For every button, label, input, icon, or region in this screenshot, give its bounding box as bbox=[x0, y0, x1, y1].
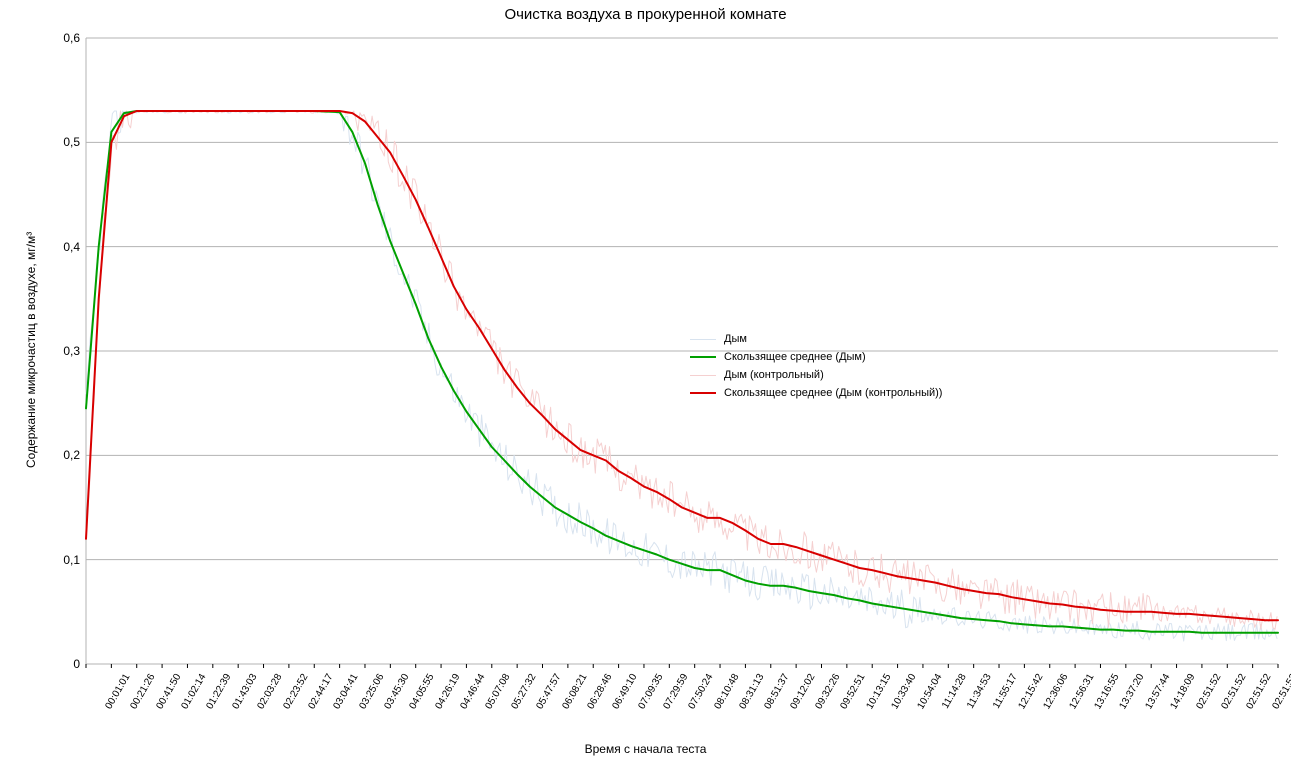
y-tick-label: 0,6 bbox=[50, 31, 80, 45]
y-tick-label: 0,3 bbox=[50, 344, 80, 358]
chart-title: Очистка воздуха в прокуренной комнате bbox=[0, 6, 1291, 23]
y-tick-label: 0,5 bbox=[50, 135, 80, 149]
legend-label: Скользящее среднее (Дым (контрольный)) bbox=[724, 387, 942, 399]
legend-item: Скользящее среднее (Дым (контрольный)) bbox=[690, 384, 942, 402]
legend-swatch bbox=[690, 392, 716, 394]
legend-label: Дым bbox=[724, 333, 747, 345]
legend-item: Дым bbox=[690, 330, 942, 348]
legend-swatch bbox=[690, 339, 716, 340]
plot-area bbox=[0, 0, 1291, 762]
y-tick-label: 0,1 bbox=[50, 553, 80, 567]
legend: Дым Скользящее среднее (Дым) Дым (контроль… bbox=[690, 330, 942, 402]
legend-item: Скользящее среднее (Дым) bbox=[690, 348, 942, 366]
y-tick-label: 0,4 bbox=[50, 240, 80, 254]
legend-label: Скользящее среднее (Дым) bbox=[724, 351, 866, 363]
legend-label: Дым (контрольный) bbox=[724, 369, 824, 381]
y-tick-label: 0 bbox=[50, 657, 80, 671]
x-axis-label: Время с начала теста bbox=[0, 742, 1291, 756]
legend-swatch bbox=[690, 375, 716, 376]
y-axis-label: Содержание микрочастиц в воздухе, мг/м³ bbox=[24, 232, 38, 468]
chart-container: Очистка воздуха в прокуренной комнате Со… bbox=[0, 0, 1291, 762]
legend-swatch bbox=[690, 356, 716, 358]
legend-item: Дым (контрольный) bbox=[690, 366, 942, 384]
y-tick-label: 0,2 bbox=[50, 448, 80, 462]
